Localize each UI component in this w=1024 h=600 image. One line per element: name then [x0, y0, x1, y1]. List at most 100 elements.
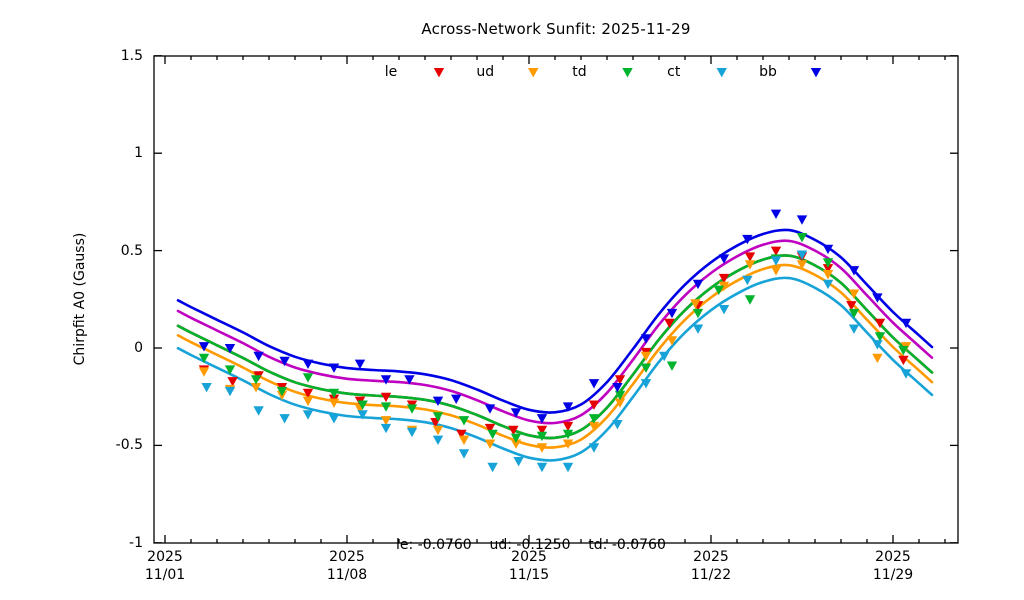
triangle-down-marker-ct [253, 406, 264, 416]
triangle-down-marker-ct [406, 427, 418, 438]
y-tick-label: -1 [129, 534, 143, 551]
triangle-down-marker-td [588, 414, 600, 424]
triangle-down-marker-ud [640, 351, 652, 362]
triangle-down-marker-ct [458, 449, 470, 459]
triangle-down-marker-le [588, 400, 600, 410]
triangle-down-marker-td [510, 433, 522, 443]
triangle-down-marker-ct [588, 443, 600, 453]
curve-ct [176, 276, 934, 462]
triangle-down-marker-ud [484, 439, 496, 449]
triangle-down-marker-bb [562, 402, 574, 412]
triangle-down-marker-td [198, 353, 210, 364]
triangle-down-marker-le [380, 392, 392, 403]
triangle-down-marker-bb [822, 244, 834, 255]
x-tick-date: 11/22 [690, 567, 732, 583]
x-tick-label: 2025 11/29 [848, 548, 938, 584]
scatter-ct [201, 250, 912, 473]
triangle-down-marker-bb [536, 414, 548, 424]
triangle-down-marker-le [302, 388, 314, 399]
x-tick-year: 2025 [329, 549, 365, 565]
triangle-down-marker-bb [224, 344, 236, 354]
legend-triangle-down-icon-bb [810, 68, 822, 78]
triangle-down-marker-ct [513, 457, 524, 467]
x-tick-label: 2025 11/08 [302, 548, 392, 584]
triangle-down-marker-bb [770, 209, 782, 219]
triangle-down-marker-ct [201, 383, 212, 393]
triangle-down-marker-ct [742, 275, 753, 286]
legend-entry-ud: ud [476, 64, 495, 80]
curve-le [176, 254, 934, 440]
triangle-down-marker-ct [536, 462, 548, 473]
y-tick-label: 0 [134, 340, 143, 356]
triangle-down-marker-bb [872, 293, 883, 303]
triangle-down-marker-bb [432, 396, 444, 406]
triangle-down-marker-ud [614, 398, 626, 408]
triangle-down-marker-ct [872, 340, 883, 350]
triangle-down-marker-td [406, 404, 418, 414]
triangle-down-marker-td [848, 308, 860, 319]
triangle-down-marker-le [484, 423, 496, 434]
triangle-down-marker-ct [279, 414, 290, 424]
triangle-down-marker-ct [822, 279, 834, 290]
triangle-down-marker-ud [562, 439, 574, 449]
x-tick-year: 2025 [693, 549, 729, 565]
y-tick-label: -0.5 [115, 437, 143, 454]
x-tick-year: 2025 [875, 549, 911, 565]
triangle-down-marker-td [796, 233, 808, 243]
y-tick-label: 1 [134, 145, 143, 162]
triangle-down-marker-le [536, 425, 548, 436]
x-tick-label: 2025 11/22 [666, 548, 756, 584]
triangle-down-marker-td [874, 332, 886, 342]
legend-entry-le: le [384, 64, 398, 80]
triangle-down-marker-ct [224, 386, 236, 397]
triangle-down-marker-bb [796, 215, 808, 225]
triangle-down-marker-td [666, 361, 678, 371]
triangle-down-marker-td [224, 365, 236, 375]
triangle-down-marker-td [744, 295, 756, 305]
triangle-down-marker-le [456, 429, 467, 440]
triangle-down-marker-le [846, 301, 857, 311]
triangle-down-marker-td [713, 285, 724, 295]
triangle-down-marker-ud [822, 270, 834, 280]
triangle-down-marker-ud [588, 421, 600, 432]
legend-entry-td: td [572, 64, 587, 80]
triangle-down-marker-ct [357, 410, 368, 420]
x-tick-year: 2025 [147, 549, 183, 565]
triangle-down-marker-ct [718, 305, 730, 315]
triangle-down-marker-ct [487, 462, 498, 473]
triangle-down-marker-td [562, 429, 574, 440]
triangle-down-marker-bb [692, 279, 704, 290]
triangle-down-marker-ud [690, 299, 701, 309]
triangle-down-marker-le [562, 421, 574, 432]
triangle-down-marker-le [744, 252, 756, 262]
triangle-down-marker-ct [770, 256, 782, 266]
triangle-down-marker-bb [666, 308, 678, 319]
triangle-down-marker-bb [328, 363, 340, 373]
triangle-down-marker-td [614, 390, 626, 401]
x-tick-year: 2025 [511, 549, 547, 565]
triangle-down-marker-bb [484, 404, 496, 414]
triangle-down-marker-td [357, 400, 368, 410]
scatter-bb [198, 209, 912, 424]
triangle-down-marker-bb [354, 359, 366, 369]
legend-triangle-down-icon-le [433, 68, 445, 78]
triangle-down-marker-ud [744, 260, 756, 270]
triangle-down-marker-td [458, 416, 470, 426]
triangle-down-marker-bb [302, 359, 314, 369]
triangle-down-marker-le [718, 273, 730, 284]
triangle-down-marker-td [898, 345, 909, 356]
chart-title: Across-Network Sunfit: 2025-11-29 [421, 20, 691, 38]
triangle-down-marker-le [898, 355, 909, 366]
triangle-down-marker-td [380, 402, 392, 412]
triangle-down-marker-bb [588, 379, 600, 389]
x-tick-date: 11/08 [326, 567, 368, 583]
triangle-down-marker-ct [612, 420, 623, 430]
curve-ml [176, 239, 934, 425]
triangle-down-marker-bb [900, 318, 912, 329]
triangle-down-marker-td [640, 363, 652, 373]
triangle-down-marker-bb [404, 375, 415, 385]
triangle-down-marker-le [822, 264, 834, 274]
triangle-down-marker-ct [848, 324, 860, 334]
